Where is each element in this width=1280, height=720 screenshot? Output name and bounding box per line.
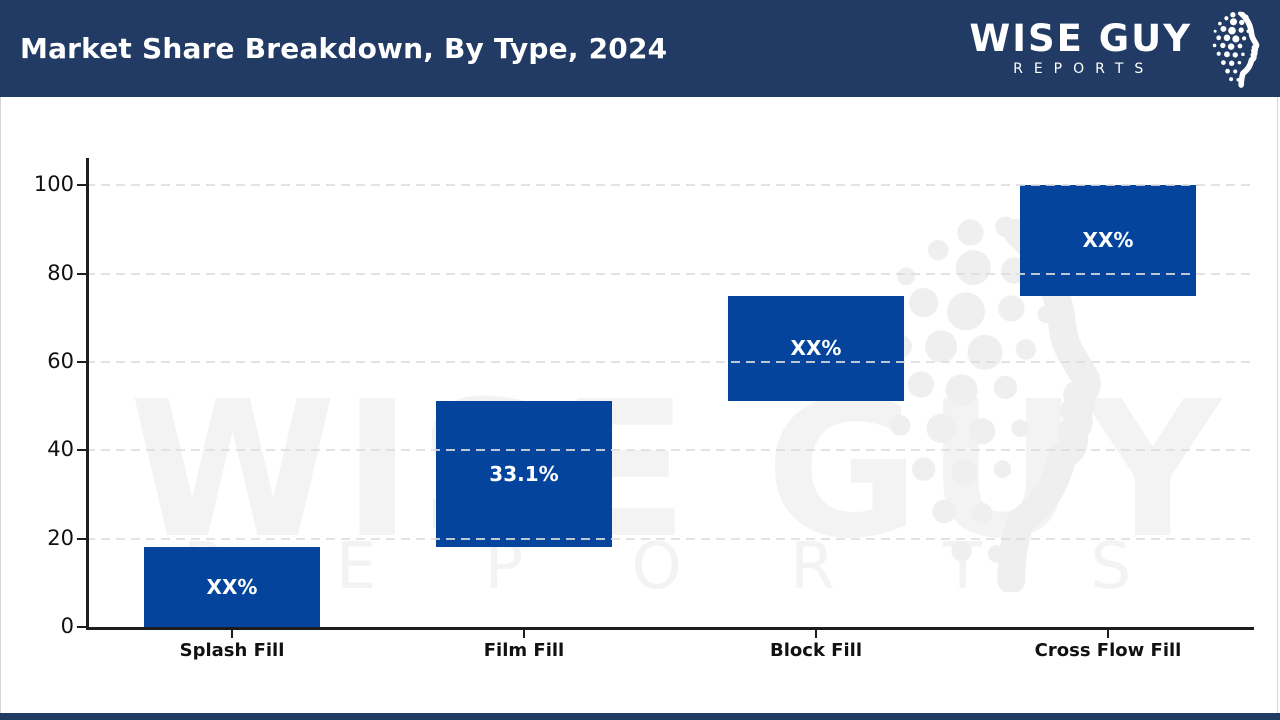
bar-splash-fill: XX% — [144, 547, 320, 627]
bar-cross-flow-fill: XX% — [1020, 185, 1196, 296]
y-axis-line — [86, 158, 89, 630]
brand-face-icon — [1212, 10, 1260, 88]
y-tick-label: 0 — [60, 614, 74, 638]
chart-title: Market Share Breakdown, By Type, 2024 — [20, 32, 668, 65]
x-tick-mark — [231, 630, 233, 638]
y-tick-mark — [77, 626, 86, 628]
y-tick-label: 60 — [47, 348, 74, 373]
gridline — [86, 360, 1254, 363]
gridline — [86, 272, 1254, 275]
y-tick-mark — [77, 184, 86, 187]
watermark-reports: R E P O R T S — [183, 530, 1176, 604]
x-category-label: Block Fill — [770, 640, 862, 661]
y-tick-label: 20 — [47, 525, 74, 550]
x-category-label: Splash Fill — [179, 640, 285, 661]
bar-value-label: XX% — [790, 336, 842, 361]
x-tick-mark — [1107, 630, 1109, 638]
x-tick-mark — [815, 630, 817, 638]
y-tick-label: 80 — [47, 260, 74, 285]
y-tick-mark — [77, 537, 86, 540]
y-tick-mark — [77, 449, 86, 452]
y-tick-label: 40 — [47, 437, 74, 462]
x-category-label: Cross Flow Fill — [1034, 640, 1182, 661]
y-tick-mark — [77, 272, 86, 275]
x-category-label: Film Fill — [483, 640, 565, 661]
brand-logo: WISE GUY REPORTS — [969, 10, 1266, 88]
watermark-wordmark: WISE GUY — [129, 361, 1227, 580]
bar-value-label: XX% — [1082, 228, 1134, 253]
plot-area: WISE GUY R E P O R T S — [0, 97, 1278, 713]
x-axis-line — [86, 627, 1254, 630]
gridline — [86, 449, 1254, 452]
gridline — [86, 184, 1254, 187]
bar-film-fill: 33.1% — [436, 401, 612, 548]
brand-subtitle: REPORTS — [1013, 61, 1155, 77]
gridline — [86, 537, 1254, 540]
bar-block-fill: XX% — [728, 295, 904, 402]
y-tick-mark — [77, 360, 86, 363]
x-tick-mark — [523, 630, 525, 638]
footer-bar — [0, 713, 1280, 720]
bar-value-label: 33.1% — [489, 462, 559, 487]
y-tick-label: 100 — [33, 172, 74, 197]
header: Market Share Breakdown, By Type, 2024 WI… — [0, 0, 1280, 97]
bar-value-label: XX% — [206, 575, 258, 600]
brand-name: WISE GUY — [969, 17, 1192, 60]
